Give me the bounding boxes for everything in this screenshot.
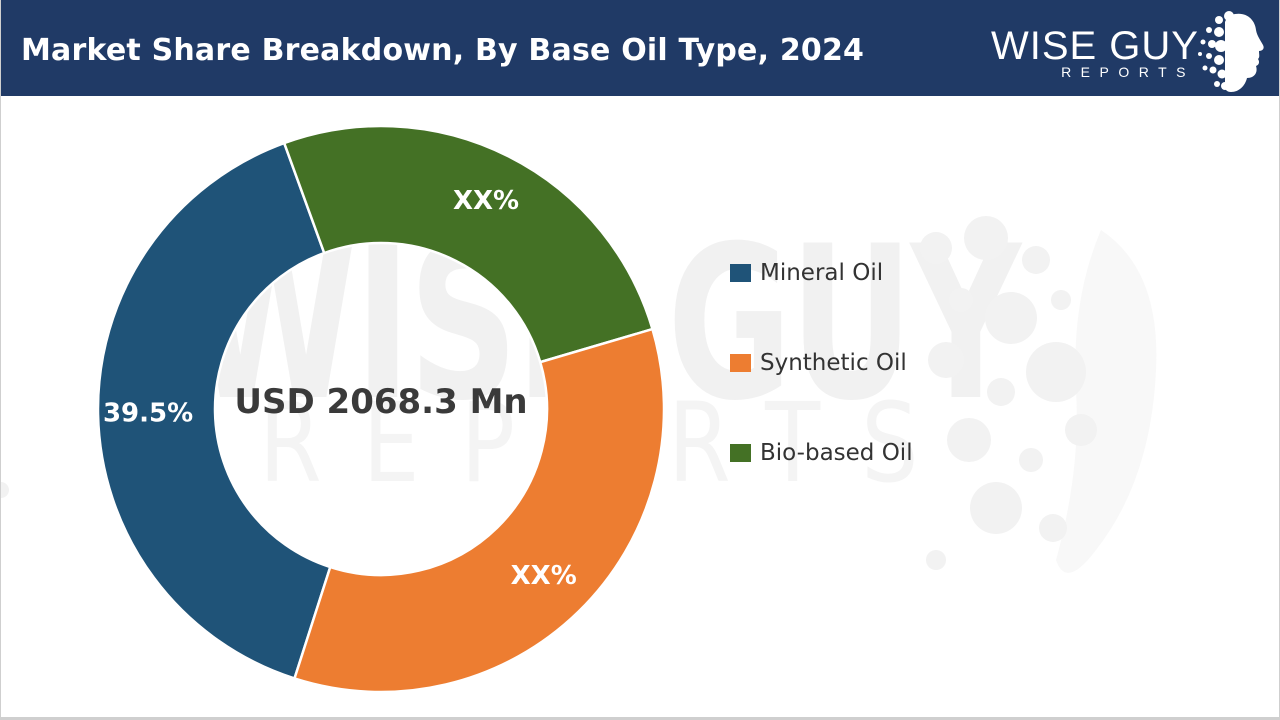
donut-center-value: USD 2068.3 Mn bbox=[234, 382, 528, 422]
legend-label: Mineral Oil bbox=[760, 260, 884, 286]
logo-subtitle: REPORTS bbox=[1061, 64, 1195, 80]
segment-value-label: XX% bbox=[453, 186, 519, 216]
donut-segment-bio-based-oil bbox=[282, 124, 654, 364]
logo-wordmark: WISE GUY bbox=[990, 24, 1199, 68]
legend-label: Bio-based Oil bbox=[760, 440, 913, 466]
bottom-border bbox=[1, 717, 1279, 720]
legend-swatch-synthetic-oil bbox=[730, 354, 751, 372]
segment-value-label: 39.5% bbox=[103, 398, 193, 428]
legend-item: Bio-based Oil bbox=[730, 440, 913, 466]
header-bar: Market Share Breakdown, By Base Oil Type… bbox=[1, 0, 1279, 96]
legend-swatch-bio-based-oil bbox=[730, 444, 751, 462]
segment-value-label: XX% bbox=[511, 561, 577, 591]
wise-guy-logo: WISE GUY REPORTS bbox=[991, 6, 1267, 93]
legend-item: Synthetic Oil bbox=[730, 350, 907, 376]
page-title: Market Share Breakdown, By Base Oil Type… bbox=[21, 33, 865, 68]
legend-swatch-mineral-oil bbox=[730, 264, 751, 282]
donut-segment-mineral-oil bbox=[96, 141, 332, 680]
logo-face-icon bbox=[1198, 11, 1264, 93]
legend-label: Synthetic Oil bbox=[760, 350, 907, 376]
donut-segment-synthetic-oil bbox=[293, 327, 666, 694]
legend-item: Mineral Oil bbox=[730, 260, 883, 286]
